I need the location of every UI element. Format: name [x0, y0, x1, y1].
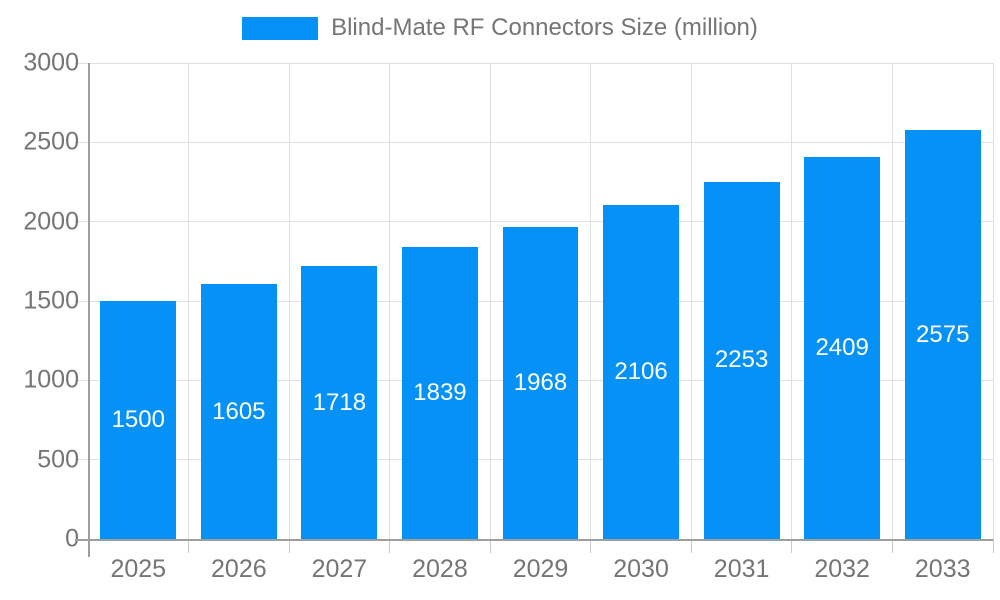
- y-tick-label: 2000: [23, 207, 79, 236]
- x-tick-label: 2026: [211, 555, 267, 583]
- bar: [401, 247, 478, 539]
- x-axis-tick: [992, 539, 994, 553]
- y-axis-line: [88, 63, 90, 557]
- x-axis-tick: [389, 539, 391, 553]
- x-gridline: [288, 63, 290, 539]
- x-tick-label: 2032: [814, 555, 870, 583]
- x-gridline: [891, 63, 893, 539]
- bar: [804, 156, 881, 539]
- y-tick-label: 500: [37, 445, 79, 474]
- x-gridline: [690, 63, 692, 539]
- y-gridline: [75, 62, 993, 64]
- y-gridline: [75, 141, 993, 143]
- x-gridline: [992, 63, 994, 539]
- x-gridline: [791, 63, 793, 539]
- x-axis-tick: [690, 539, 692, 553]
- x-tick-label: 2030: [613, 555, 669, 583]
- x-axis-tick: [188, 539, 190, 553]
- x-axis-tick: [791, 539, 793, 553]
- x-axis-line: [75, 539, 993, 541]
- y-tick-label: 1000: [23, 365, 79, 394]
- y-tick-label: 0: [65, 524, 79, 553]
- y-tick-label: 1500: [23, 286, 79, 315]
- x-tick-label: 2027: [311, 555, 368, 583]
- bar: [301, 266, 378, 539]
- legend-swatch: [242, 16, 319, 40]
- x-tick-label: 2025: [110, 555, 167, 583]
- bar: [703, 181, 780, 539]
- x-axis-tick: [489, 539, 491, 553]
- bar-value-label: 1605: [212, 397, 266, 425]
- y-gridline: [75, 221, 993, 223]
- bar-value-label: 1718: [312, 388, 367, 416]
- x-tick-label: 2029: [512, 555, 569, 583]
- bar: [603, 204, 679, 539]
- x-gridline: [489, 63, 491, 539]
- bar: [502, 226, 579, 539]
- legend-label: Blind-Mate RF Connectors Size (million): [331, 14, 758, 41]
- bar-value-label: 2575: [916, 320, 970, 348]
- x-gridline: [590, 63, 592, 539]
- bar: [100, 301, 177, 539]
- chart-legend[interactable]: Blind-Mate RF Connectors Size (million): [0, 14, 1000, 43]
- bar-value-label: 1839: [413, 379, 467, 407]
- bar-value-label: 1968: [513, 368, 568, 396]
- x-gridline: [188, 63, 190, 539]
- y-tick-label: 2500: [23, 127, 79, 156]
- x-tick-label: 2028: [412, 555, 468, 583]
- y-tick-label: 3000: [23, 48, 79, 77]
- bar-value-label: 1500: [111, 406, 165, 433]
- bar: [200, 284, 277, 539]
- x-tick-label: 2031: [713, 555, 770, 583]
- x-axis-tick: [590, 539, 592, 553]
- bar-value-label: 2409: [815, 333, 869, 361]
- bar: [904, 130, 981, 539]
- x-axis-tick: [288, 539, 290, 553]
- x-gridline: [389, 63, 391, 539]
- x-axis-tick: [891, 539, 893, 553]
- plot-area: 0 500 1000 1500 2000 2500 3000 1500 2025 1605 2026…: [23, 49, 994, 583]
- x-tick-label: 2033: [914, 555, 971, 583]
- bar-value-label: 2253: [714, 346, 769, 374]
- bar-value-label: 2106: [614, 357, 668, 385]
